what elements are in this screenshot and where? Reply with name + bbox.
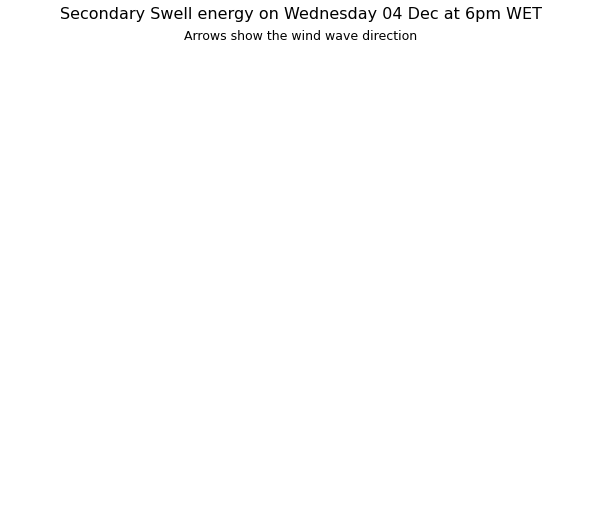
Text: Secondary Swell energy on Wednesday 04 Dec at 6pm WET: Secondary Swell energy on Wednesday 04 D… <box>59 8 542 22</box>
Text: cartopy required: cartopy required <box>219 268 382 287</box>
Text: Arrows show the wind wave direction: Arrows show the wind wave direction <box>184 30 417 43</box>
